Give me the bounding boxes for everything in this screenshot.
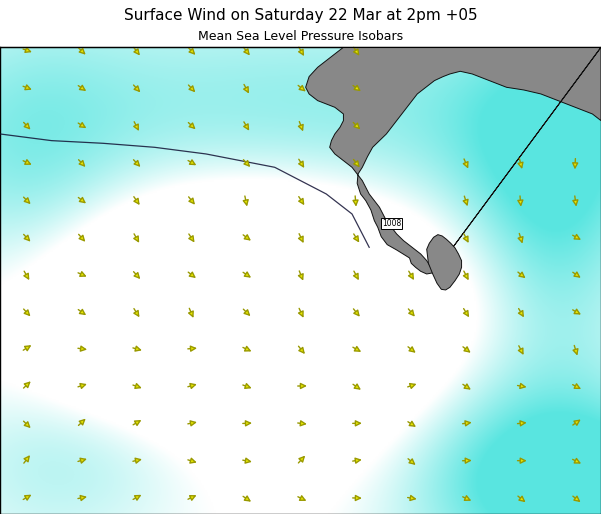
Text: Surface Wind on Saturday 22 Mar at 2pm +05: Surface Wind on Saturday 22 Mar at 2pm +… bbox=[124, 8, 477, 23]
Text: Mean Sea Level Pressure Isobars: Mean Sea Level Pressure Isobars bbox=[198, 30, 403, 43]
Polygon shape bbox=[427, 234, 462, 290]
Text: 1008: 1008 bbox=[382, 219, 401, 228]
Polygon shape bbox=[306, 47, 601, 274]
